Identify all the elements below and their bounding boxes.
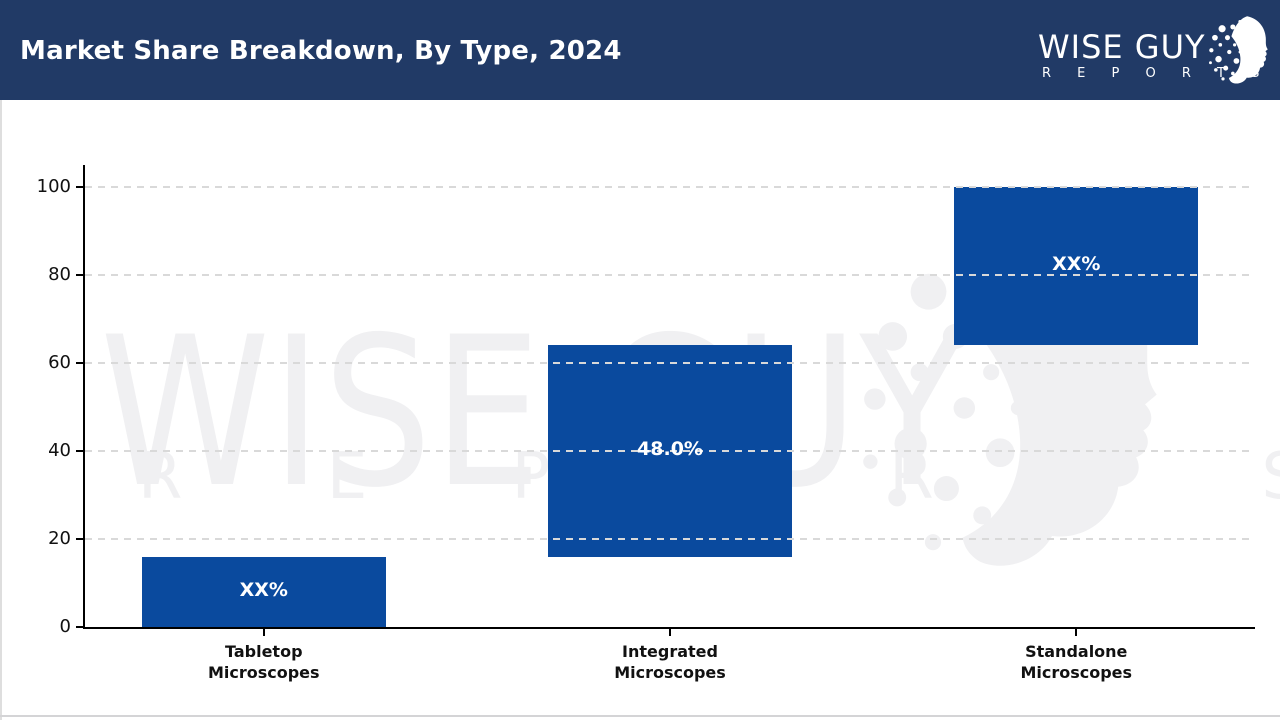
x-category-label-line: Standalone <box>1025 642 1128 661</box>
x-category-label: Standalone Microscopes <box>946 641 1206 683</box>
logo-wordmark: WISE GUY <box>1038 28 1206 66</box>
y-tick-label: 20 <box>48 528 71 549</box>
bar-value-label: XX% <box>1052 253 1101 276</box>
chart-region: WISE GUY R E P O R T S XX%48.0%XX%020406… <box>0 100 1280 720</box>
bar-standalone-microscopes <box>954 187 1199 346</box>
dotted-face-profile-icon <box>1209 16 1268 84</box>
x-category-label-line: Tabletop <box>224 642 303 661</box>
y-tick-label: 60 <box>48 352 71 373</box>
logo-subtext: R E P O R T S <box>1042 66 1271 81</box>
x-axis-line <box>83 627 1255 629</box>
x-tick <box>669 629 671 636</box>
y-axis-line <box>83 165 85 629</box>
gridline-y-100 <box>85 186 1255 188</box>
gridline-y-80 <box>85 274 1255 276</box>
bar-tabletop-microscopes <box>141 556 386 627</box>
y-tick <box>76 450 83 452</box>
y-tick-label: 0 <box>59 616 71 637</box>
y-tick-label: 40 <box>48 440 71 461</box>
x-category-label-line: Integrated <box>622 642 718 661</box>
x-tick <box>262 629 265 636</box>
x-category-label: Tabletop Microscopes <box>134 641 394 683</box>
plot-area: XX% 48.0% XX% 0 20 40 60 80 100 Tabletop Microscop… <box>0 100 1280 720</box>
bar-value-label: 48.0% <box>637 438 703 460</box>
y-tick <box>76 626 83 628</box>
bar-value-label: XX% <box>239 578 288 601</box>
x-category-label: Integrated Microscopes <box>540 641 800 683</box>
y-tick <box>76 186 83 188</box>
watermark-wordmark: WISE GUY <box>100 292 966 534</box>
x-category-label-line: Microscopes <box>614 663 726 682</box>
x-tick <box>1075 629 1078 636</box>
x-category-label-line: Microscopes <box>1020 663 1133 682</box>
gridline-y-20 <box>85 538 1255 540</box>
y-tick <box>76 538 83 540</box>
y-tick <box>76 362 83 364</box>
bottom-rule <box>0 715 1280 717</box>
header-bar: Market Share Breakdown, By Type, 2024 WI… <box>0 0 1280 100</box>
y-tick-label: 80 <box>48 264 71 285</box>
gridline-y-60 <box>85 362 1255 364</box>
x-category-label-line: Microscopes <box>207 663 320 682</box>
gridline-y-40 <box>85 450 1255 452</box>
y-tick <box>76 274 83 276</box>
chart-title: Market Share Breakdown, By Type, 2024 <box>20 36 622 66</box>
left-edge-rule <box>0 100 2 720</box>
y-tick-label: 100 <box>36 176 71 197</box>
brand-logo: WISE GUY R E P O R T S <box>1038 10 1274 96</box>
